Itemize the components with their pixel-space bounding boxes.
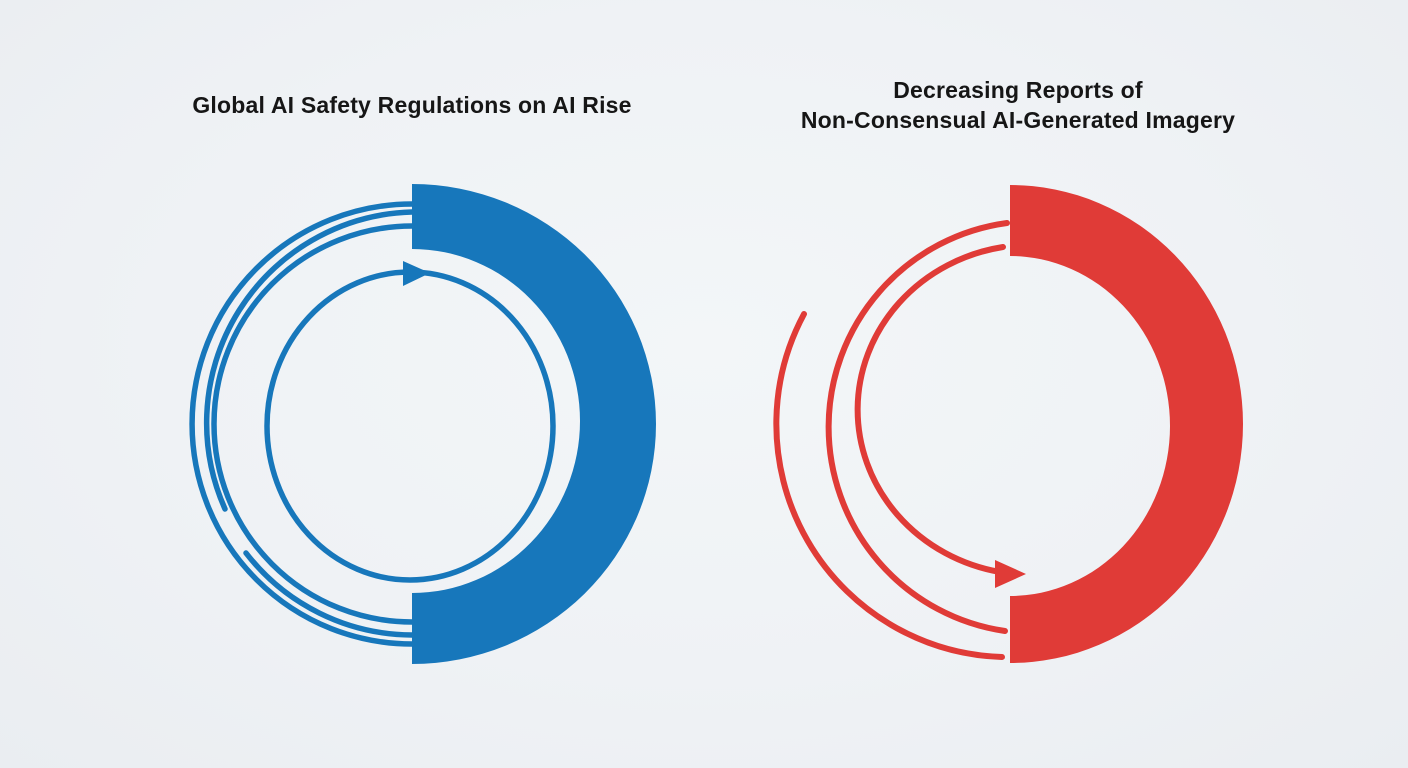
- right-chart-title-line2: Non-Consensual AI-Generated Imagery: [800, 107, 1236, 133]
- blue-broken-thin-arc-lower: [243, 550, 415, 638]
- red-cycle-arrowhead-icon: [995, 560, 1026, 588]
- blue-half-ring: [412, 184, 656, 664]
- red-spiral-arrow-arc: [854, 244, 1006, 575]
- blue-cycle-arrowhead-icon: [403, 261, 430, 286]
- right-chart-title: Decreasing Reports of Non-Consensual AI-…: [716, 75, 1320, 135]
- red-middle-thin-arc: [825, 220, 1010, 634]
- blue-outer-thin-arc: [189, 201, 415, 647]
- red-ring-diagram: [773, 185, 1243, 663]
- red-outer-free-arc: [773, 311, 1005, 660]
- blue-broken-thin-arc-upper: [203, 209, 415, 512]
- right-chart-title-line1: Decreasing Reports of: [893, 77, 1143, 103]
- blue-cycle-circle: [264, 269, 556, 583]
- red-half-ring: [1010, 185, 1243, 663]
- left-chart-title: Global AI Safety Regulations on AI Rise: [192, 92, 632, 118]
- blue-inner-thin-arc: [211, 223, 415, 625]
- blue-ring-diagram: [189, 184, 656, 664]
